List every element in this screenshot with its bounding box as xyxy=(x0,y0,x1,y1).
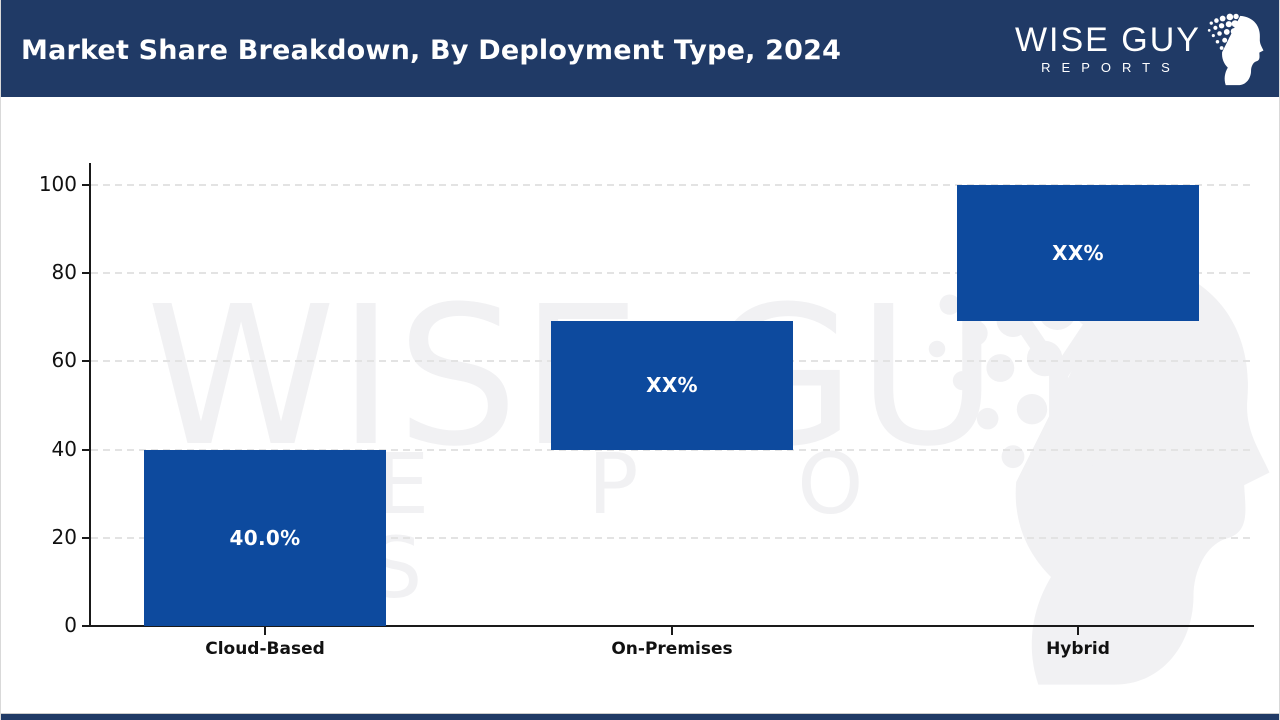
y-axis-tick-label: 40 xyxy=(51,436,77,461)
logo: WISE GUY REPORTS xyxy=(1015,6,1265,92)
bar-value-label: 40.0% xyxy=(229,525,301,550)
y-axis-tick xyxy=(82,360,90,363)
y-axis-tick-label: 60 xyxy=(51,348,77,373)
y-axis-tick xyxy=(82,625,90,627)
gridline xyxy=(91,184,1254,186)
header: Market Share Breakdown, By Deployment Ty… xyxy=(1,0,1279,97)
logo-reports-text: REPORTS xyxy=(1041,59,1181,75)
y-axis-tick-label: 80 xyxy=(51,260,77,285)
y-axis-tick xyxy=(82,184,90,186)
x-axis-tick xyxy=(1077,627,1079,635)
y-axis-tick-label: 20 xyxy=(51,524,77,549)
logo-head-icon xyxy=(1207,13,1264,86)
y-axis-tick xyxy=(82,448,90,451)
gridline xyxy=(91,272,1254,275)
y-axis-tick-label: 0 xyxy=(64,613,77,637)
bar-value-label: XX% xyxy=(1052,240,1104,265)
gridline xyxy=(91,536,1254,539)
x-axis-tick xyxy=(264,627,266,635)
bar-hybrid: XX% xyxy=(957,185,1199,321)
bar-value-label: XX% xyxy=(646,373,698,398)
x-axis-tick xyxy=(671,627,673,635)
logo-wiseguy-text: WISE GUY xyxy=(1014,21,1201,60)
x-axis-line xyxy=(89,625,1254,627)
footer-bar xyxy=(1,713,1279,720)
y-axis-tick-label: 100 xyxy=(38,172,77,196)
x-axis-category-label: Cloud-Based xyxy=(205,639,325,659)
logo-text: WISE GUY REPORTS xyxy=(1014,21,1201,75)
page-title: Market Share Breakdown, By Deployment Ty… xyxy=(21,35,842,66)
y-axis-tick xyxy=(82,536,90,539)
bar-on-premises: XX% xyxy=(551,320,793,450)
x-axis-category-label: On-Premises xyxy=(611,639,733,659)
y-axis-tick xyxy=(82,272,90,275)
gridline xyxy=(91,448,1254,451)
y-axis-line xyxy=(89,163,91,627)
x-axis-category-label: Hybrid xyxy=(1046,639,1110,659)
bar-cloud-based: 40.0% xyxy=(144,449,386,626)
